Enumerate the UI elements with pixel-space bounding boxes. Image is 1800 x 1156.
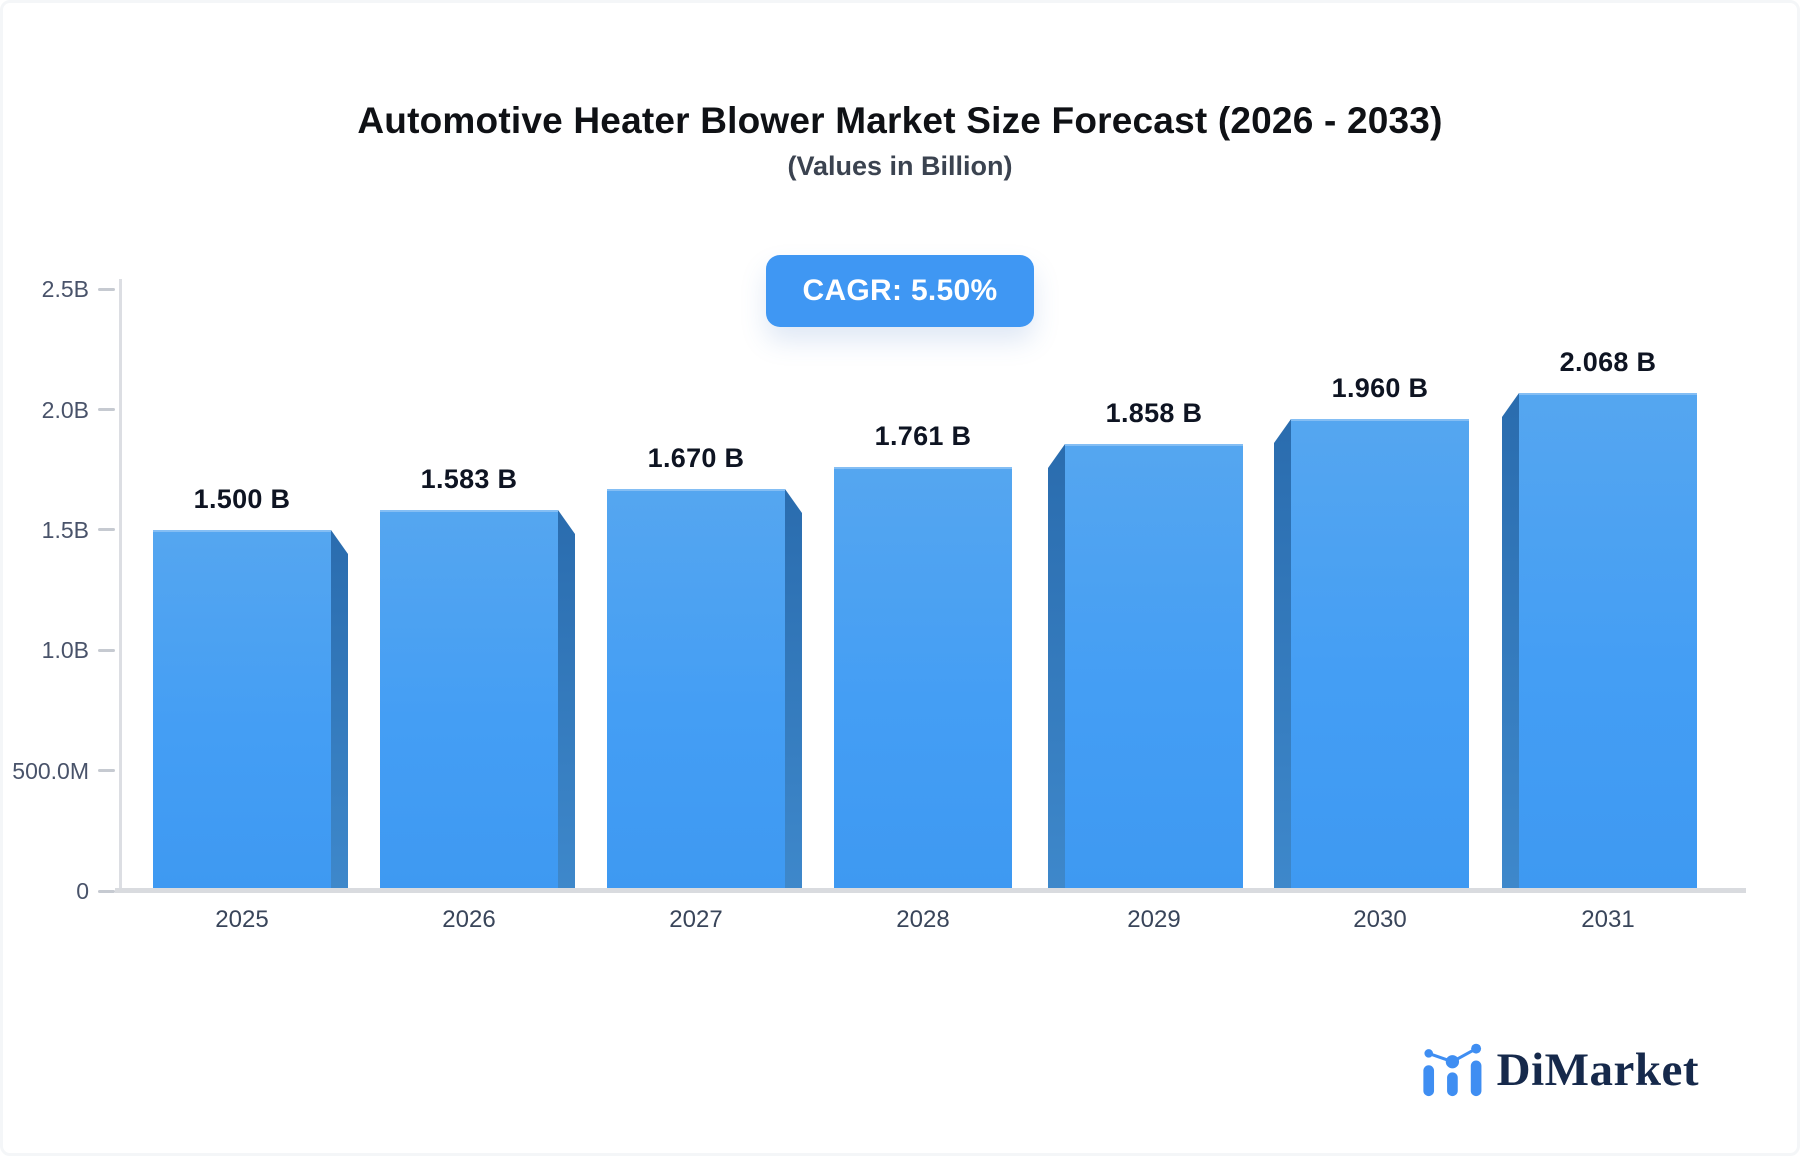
bar-side-2027: [785, 489, 802, 891]
y-axis-tick: [98, 408, 115, 411]
y-axis-tick: [98, 769, 115, 772]
bar-2030: [1291, 419, 1469, 891]
bar-value-label: 1.670 B: [647, 443, 745, 473]
bar-2027: [607, 489, 785, 891]
chart-title: Automotive Heater Blower Market Size For…: [357, 100, 1443, 141]
y-axis-tick-label: 500.0M: [12, 758, 89, 784]
x-axis-label: 2027: [669, 906, 723, 933]
bar-value-label: 1.960 B: [1331, 373, 1429, 403]
bar-2031: [1519, 393, 1697, 891]
bar-value-label: 1.500 B: [193, 484, 291, 514]
y-axis-tick: [98, 649, 115, 652]
cagr-badge-wrap: CAGR: 5.50%: [3, 255, 1797, 327]
x-axis-label: 2029: [1127, 906, 1181, 933]
bar-value-label: 2.068 B: [1559, 347, 1657, 377]
y-axis-tick-label: 1.5B: [41, 517, 89, 543]
bar-2028: [834, 467, 1012, 891]
plot-area: 0 500.0M 1.0B 1.5B 2.0B 2.5B 1.500 B 2025 1.583 …: [3, 3, 1797, 1153]
bar-2025: [153, 530, 331, 891]
x-axis-label: 2026: [442, 906, 496, 933]
bar-chart-trendline-icon: [1422, 1043, 1482, 1097]
y-axis-tick-label: 2.5B: [41, 276, 89, 302]
x-axis-label: 2030: [1353, 906, 1407, 933]
bar-side-2026: [558, 510, 575, 891]
bar-side-2031: [1502, 393, 1519, 891]
y-axis-tick: [98, 890, 115, 893]
x-axis-label: 2031: [1581, 906, 1635, 933]
brand-logo: DiMarket: [1421, 1039, 1699, 1101]
bar-value-label: 1.858 B: [1105, 398, 1203, 428]
bar-side-2030: [1274, 419, 1291, 891]
y-axis-tick-label: 2.0B: [41, 397, 89, 423]
brand-name: DiMarket: [1496, 1044, 1699, 1096]
bar-side-2025: [331, 530, 348, 891]
bar-side-2029: [1048, 444, 1065, 891]
y-axis-tick-label: 0: [76, 878, 89, 904]
bar-value-label: 1.761 B: [874, 421, 972, 451]
y-axis-tick-label: 1.0B: [41, 637, 89, 663]
x-axis-label: 2028: [896, 906, 950, 933]
chart-subtitle: (Values in Billion): [787, 151, 1013, 181]
x-axis-baseline: [115, 888, 1746, 893]
bar-2029: [1065, 444, 1243, 891]
y-axis-line: [119, 279, 122, 893]
x-axis-label: 2025: [215, 906, 269, 933]
y-axis-tick: [98, 528, 115, 531]
y-axis-tick: [98, 288, 115, 291]
bar-value-label: 1.583 B: [420, 464, 518, 494]
bar-2026: [380, 510, 558, 891]
cagr-badge: CAGR: 5.50%: [766, 255, 1034, 327]
